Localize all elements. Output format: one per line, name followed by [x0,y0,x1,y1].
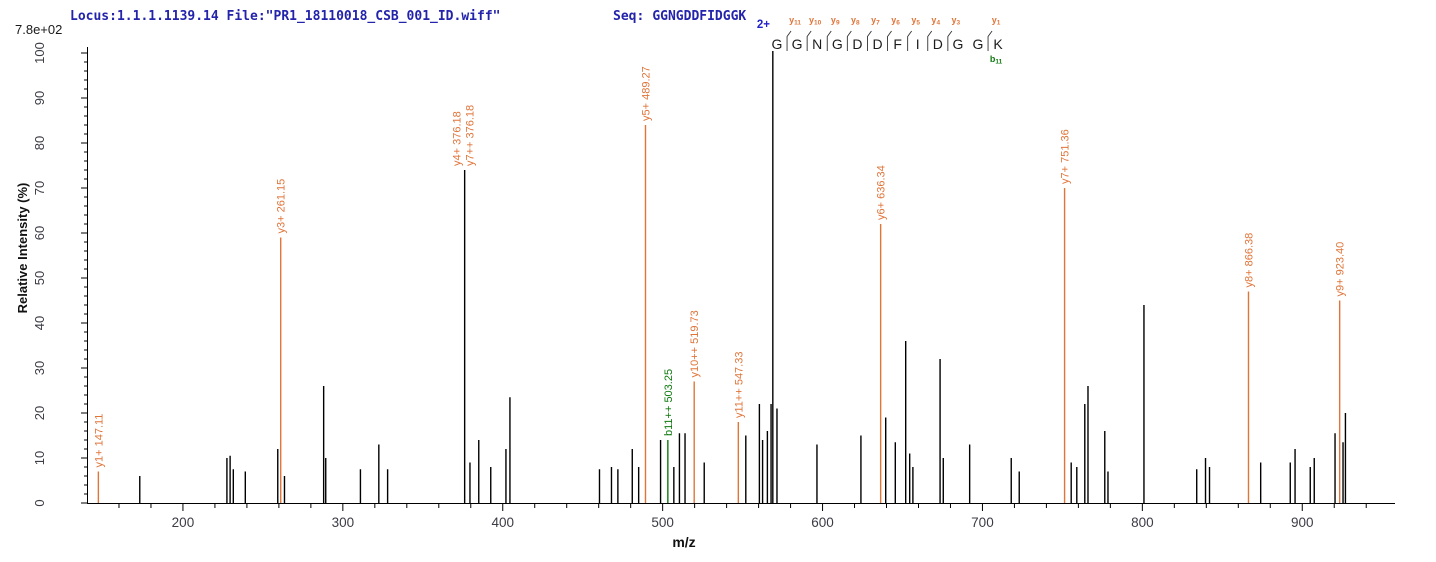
y-ion-annotation: y1 [992,15,1001,27]
x-tick-label: 400 [491,515,514,530]
y-tick-label: 70 [32,181,47,195]
cleavage-mark [907,30,913,51]
residue-letter: G [832,36,843,52]
y-tick-label: 80 [32,136,47,150]
cleavage-mark [786,30,792,51]
y-ion-annotation: y6 [891,15,900,27]
y-ion-annotation: y11 [789,15,801,27]
y-tick-label: 30 [32,361,47,375]
y-ion-annotation: y4 [931,15,940,27]
cleavage-mark [846,30,852,51]
y-ion-annotation: y5 [911,15,920,27]
residue-letter: G [772,36,783,52]
y-tick-label: 60 [32,226,47,240]
y-tick-label: 0 [32,499,47,506]
fragment-ion-label: y9+ 923.40 [1335,242,1347,297]
cleavage-mark [927,30,933,51]
seq-value: GGNGDDFIDGGK [652,9,747,24]
b-ion-annotation: b11 [990,54,1003,66]
fragment-ion-label: y1+ 147.11 [93,414,105,468]
residue-letter: G [792,36,803,52]
fragment-ion-label: y7+ 751.36 [1060,129,1072,184]
residue-letter: D [872,36,882,52]
locus-file-text: Locus:1.1.1.1139.14 File:"PR1_18110018_C… [70,9,501,24]
max-intensity-label: 7.8e+02 [15,22,63,37]
y-ion-annotation: y8 [851,15,860,27]
x-tick-label: 300 [332,515,355,530]
fragment-ion-label: y7++ 376.18 [465,105,477,166]
y-ion-annotation: y3 [952,15,961,27]
cleavage-mark [987,30,993,51]
fragment-ion-label: y11++ 547.33 [733,352,745,418]
seq-label: Seq: [613,9,645,24]
y-axis-title: Relative Intensity (%) [15,183,30,314]
y-tick-label: 10 [32,451,47,465]
y-tick-label: 90 [32,91,47,105]
y-tick-label: 100 [32,42,47,64]
fragment-ion-label: b11++ 503.25 [663,369,675,436]
y-tick-label: 20 [32,406,47,420]
x-tick-label: 900 [1291,515,1314,530]
residue-letter: F [893,36,902,52]
y-ion-annotation: y7 [871,15,880,27]
x-tick-label: 700 [971,515,994,530]
y-ion-annotation: y10 [809,15,822,27]
fragment-ion-label: y8+ 866.38 [1243,233,1255,288]
residue-letter: K [993,36,1003,52]
x-axis-title: m/z [672,534,695,550]
precursor-charge-label: 2+ [757,19,770,31]
residue-letter: D [852,36,862,52]
cleavage-mark [806,30,812,51]
fragment-ion-label: y4+ 376.18 [452,111,464,166]
cleavage-mark [867,30,872,51]
sequence-header: Seq: GGNGDDFIDGGK [613,9,746,24]
fragment-ion-label: y10++ 519.73 [689,310,701,377]
y-ion-annotation: y9 [831,15,840,27]
y-tick-label: 50 [32,271,47,285]
cleavage-mark [887,30,892,51]
x-tick-label: 600 [811,515,834,530]
residue-letter: I [916,36,920,52]
fragment-ion-label: y5+ 489.27 [640,66,652,121]
y-tick-label: 40 [32,316,47,330]
x-tick-label: 500 [651,515,674,530]
residue-letter: N [812,36,822,52]
residue-letter: G [952,36,963,52]
residue-letter: G [973,36,984,52]
fragment-ion-label: y3+ 261.15 [276,179,288,234]
residue-letter: D [933,36,943,52]
x-tick-label: 800 [1131,515,1154,530]
cleavage-mark [826,30,832,51]
cleavage-mark [947,30,953,51]
fragment-ion-label: y6+ 636.34 [876,165,888,220]
x-tick-label: 200 [172,515,195,530]
